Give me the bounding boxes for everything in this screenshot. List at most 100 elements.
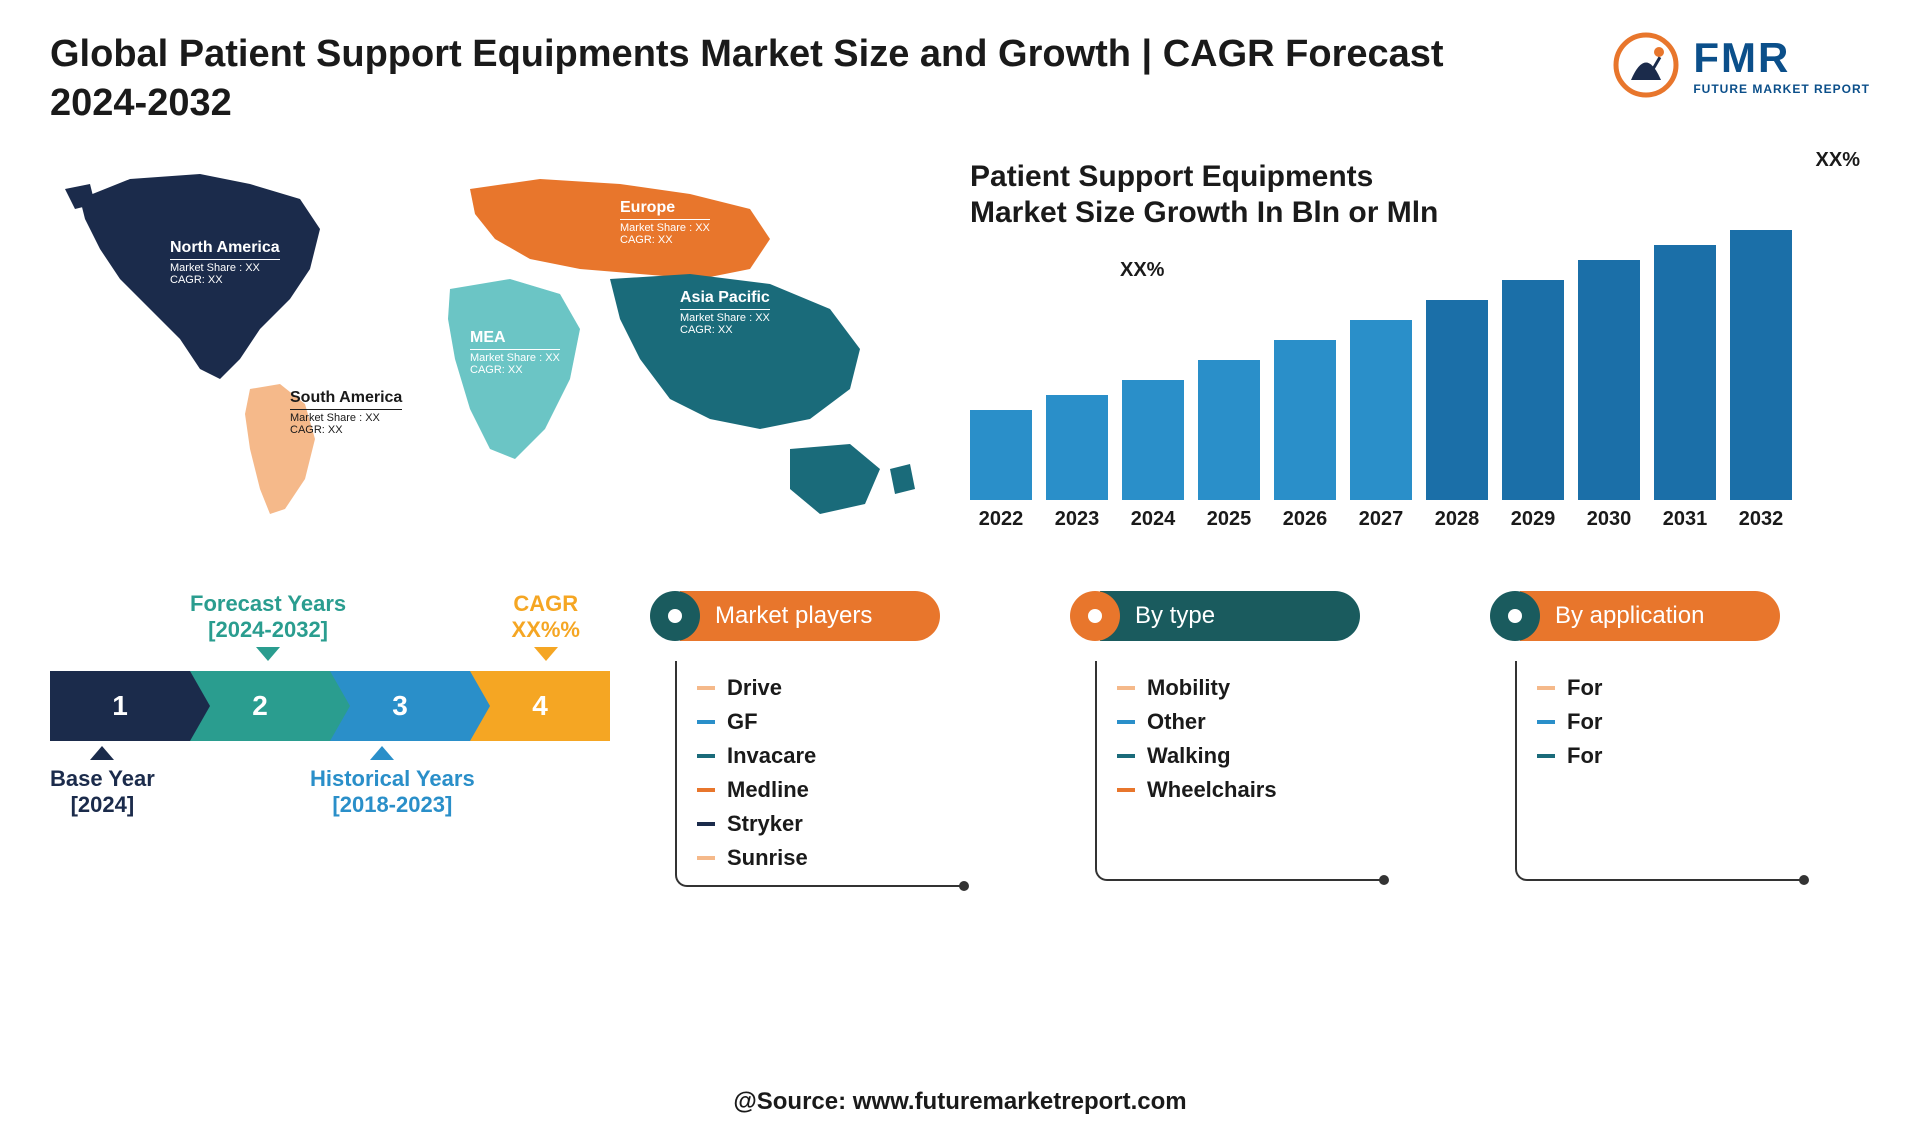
bar bbox=[970, 410, 1032, 500]
bar-col: 2029 bbox=[1502, 280, 1564, 531]
info-dot-icon bbox=[1070, 591, 1120, 641]
tl-seg-1: 1 bbox=[50, 671, 190, 741]
top-section: North America Market Share : XX CAGR: XX… bbox=[50, 159, 1870, 531]
bar-col: 2027 bbox=[1350, 320, 1412, 531]
tri-down-icon bbox=[256, 647, 280, 661]
info-dot-icon bbox=[1490, 591, 1540, 641]
bullet-icon bbox=[1537, 686, 1555, 690]
annot-2032: XX% bbox=[1816, 149, 1860, 172]
bar bbox=[1350, 320, 1412, 500]
logo-text-sub: FUTURE MARKET REPORT bbox=[1693, 82, 1870, 96]
bar-year-label: 2023 bbox=[1055, 508, 1100, 531]
bar-year-label: 2028 bbox=[1435, 508, 1480, 531]
list-item: Stryker bbox=[697, 807, 965, 841]
list-item: GF bbox=[697, 705, 965, 739]
list-type: Mobility Other Walking Wheelchairs bbox=[1095, 661, 1385, 881]
list-item: Medline bbox=[697, 773, 965, 807]
bar bbox=[1122, 380, 1184, 500]
bar-col: 2026 bbox=[1274, 340, 1336, 531]
list-item-label: Drive bbox=[727, 675, 782, 701]
logo: FMR FUTURE MARKET REPORT bbox=[1611, 30, 1870, 100]
bar-col: 2032 bbox=[1730, 230, 1792, 531]
bar-col: 2031 bbox=[1654, 245, 1716, 531]
list-item: For bbox=[1537, 739, 1805, 773]
list-item-label: For bbox=[1567, 709, 1602, 735]
chart-title: Patient Support Equipments Market Size G… bbox=[970, 159, 1470, 231]
list-app: For For For bbox=[1515, 661, 1805, 881]
bar-year-label: 2032 bbox=[1739, 508, 1784, 531]
bar bbox=[1426, 300, 1488, 500]
list-item: Sunrise bbox=[697, 841, 965, 875]
info-dot-icon bbox=[650, 591, 700, 641]
tl-hist-label: Historical Years [2018-2023] bbox=[310, 766, 475, 818]
list-item: For bbox=[1537, 671, 1805, 705]
bullet-icon bbox=[697, 754, 715, 758]
list-item: Drive bbox=[697, 671, 965, 705]
bar-year-label: 2022 bbox=[979, 508, 1024, 531]
info-app: By application For For For bbox=[1490, 591, 1870, 881]
list-item-label: Wheelchairs bbox=[1147, 777, 1277, 803]
bullet-icon bbox=[1537, 754, 1555, 758]
list-item-label: For bbox=[1567, 675, 1602, 701]
tl-seg-3: 3 bbox=[330, 671, 470, 741]
bar-year-label: 2024 bbox=[1131, 508, 1176, 531]
bar-year-label: 2031 bbox=[1663, 508, 1708, 531]
info-pill-app: By application bbox=[1520, 591, 1780, 641]
timeline: Forecast Years [2024-2032] CAGR XX%% 1 2… bbox=[50, 591, 610, 741]
tl-base-label: Base Year [2024] bbox=[50, 766, 155, 818]
bar bbox=[1578, 260, 1640, 500]
world-map: North America Market Share : XX CAGR: XX… bbox=[50, 159, 930, 519]
info-pill-players: Market players bbox=[680, 591, 940, 641]
label-ap: Asia Pacific Market Share : XX CAGR: XX bbox=[680, 289, 770, 336]
info-players: Market players Drive GFInvacare Medline Str… bbox=[650, 591, 1030, 887]
source-text: @Source: www.futuremarketreport.com bbox=[733, 1088, 1186, 1116]
list-item-label: Stryker bbox=[727, 811, 803, 837]
bar bbox=[1502, 280, 1564, 500]
list-item: Walking bbox=[1117, 739, 1385, 773]
bar bbox=[1730, 230, 1792, 500]
bullet-icon bbox=[1537, 720, 1555, 724]
list-item-label: Medline bbox=[727, 777, 809, 803]
list-item: For bbox=[1537, 705, 1805, 739]
tl-seg-4: 4 bbox=[470, 671, 610, 741]
bar-col: 2030 bbox=[1578, 260, 1640, 531]
bar bbox=[1654, 245, 1716, 500]
list-item: Other bbox=[1117, 705, 1385, 739]
bullet-icon bbox=[1117, 686, 1135, 690]
list-item-label: For bbox=[1567, 743, 1602, 769]
bullet-icon bbox=[1117, 720, 1135, 724]
label-mea: MEA Market Share : XX CAGR: XX bbox=[470, 329, 560, 376]
bar bbox=[1046, 395, 1108, 500]
bar-year-label: 2030 bbox=[1587, 508, 1632, 531]
bars-container: 2022 2023 2024 20252026 2027 2028 2029 2030 2031… bbox=[970, 251, 1870, 531]
info-type: By type Mobility Other Walking Wheelchairs bbox=[1070, 591, 1450, 881]
label-eu: Europe Market Share : XX CAGR: XX bbox=[620, 199, 710, 246]
list-item: Invacare bbox=[697, 739, 965, 773]
label-sa: South America Market Share : XX CAGR: XX bbox=[290, 389, 402, 436]
info-pill-type: By type bbox=[1100, 591, 1360, 641]
list-item-label: Walking bbox=[1147, 743, 1231, 769]
bullet-icon bbox=[697, 686, 715, 690]
bar bbox=[1198, 360, 1260, 500]
bullet-icon bbox=[697, 856, 715, 860]
timeline-bar: 1 2 3 4 bbox=[50, 671, 610, 741]
bar-col: 2028 bbox=[1426, 300, 1488, 531]
tri-up-icon bbox=[90, 746, 114, 760]
list-item-label: Sunrise bbox=[727, 845, 808, 871]
tri-down-icon bbox=[534, 647, 558, 661]
bar-year-label: 2027 bbox=[1359, 508, 1404, 531]
bullet-icon bbox=[1117, 788, 1135, 792]
bar-year-label: 2029 bbox=[1511, 508, 1556, 531]
list-item-label: Other bbox=[1147, 709, 1206, 735]
bullet-icon bbox=[697, 720, 715, 724]
bottom-section: Forecast Years [2024-2032] CAGR XX%% 1 2… bbox=[50, 591, 1870, 887]
tl-forecast-label: Forecast Years [2024-2032] bbox=[190, 591, 346, 643]
bullet-icon bbox=[1117, 754, 1135, 758]
tl-seg-2: 2 bbox=[190, 671, 330, 741]
page-title: Global Patient Support Equipments Market… bbox=[50, 30, 1450, 129]
bar bbox=[1274, 340, 1336, 500]
bar-col: 2025 bbox=[1198, 360, 1260, 531]
list-players: Drive GFInvacare Medline Stryker Sunrise bbox=[675, 661, 965, 887]
bar-col: 2023 bbox=[1046, 395, 1108, 531]
list-item: Mobility bbox=[1117, 671, 1385, 705]
